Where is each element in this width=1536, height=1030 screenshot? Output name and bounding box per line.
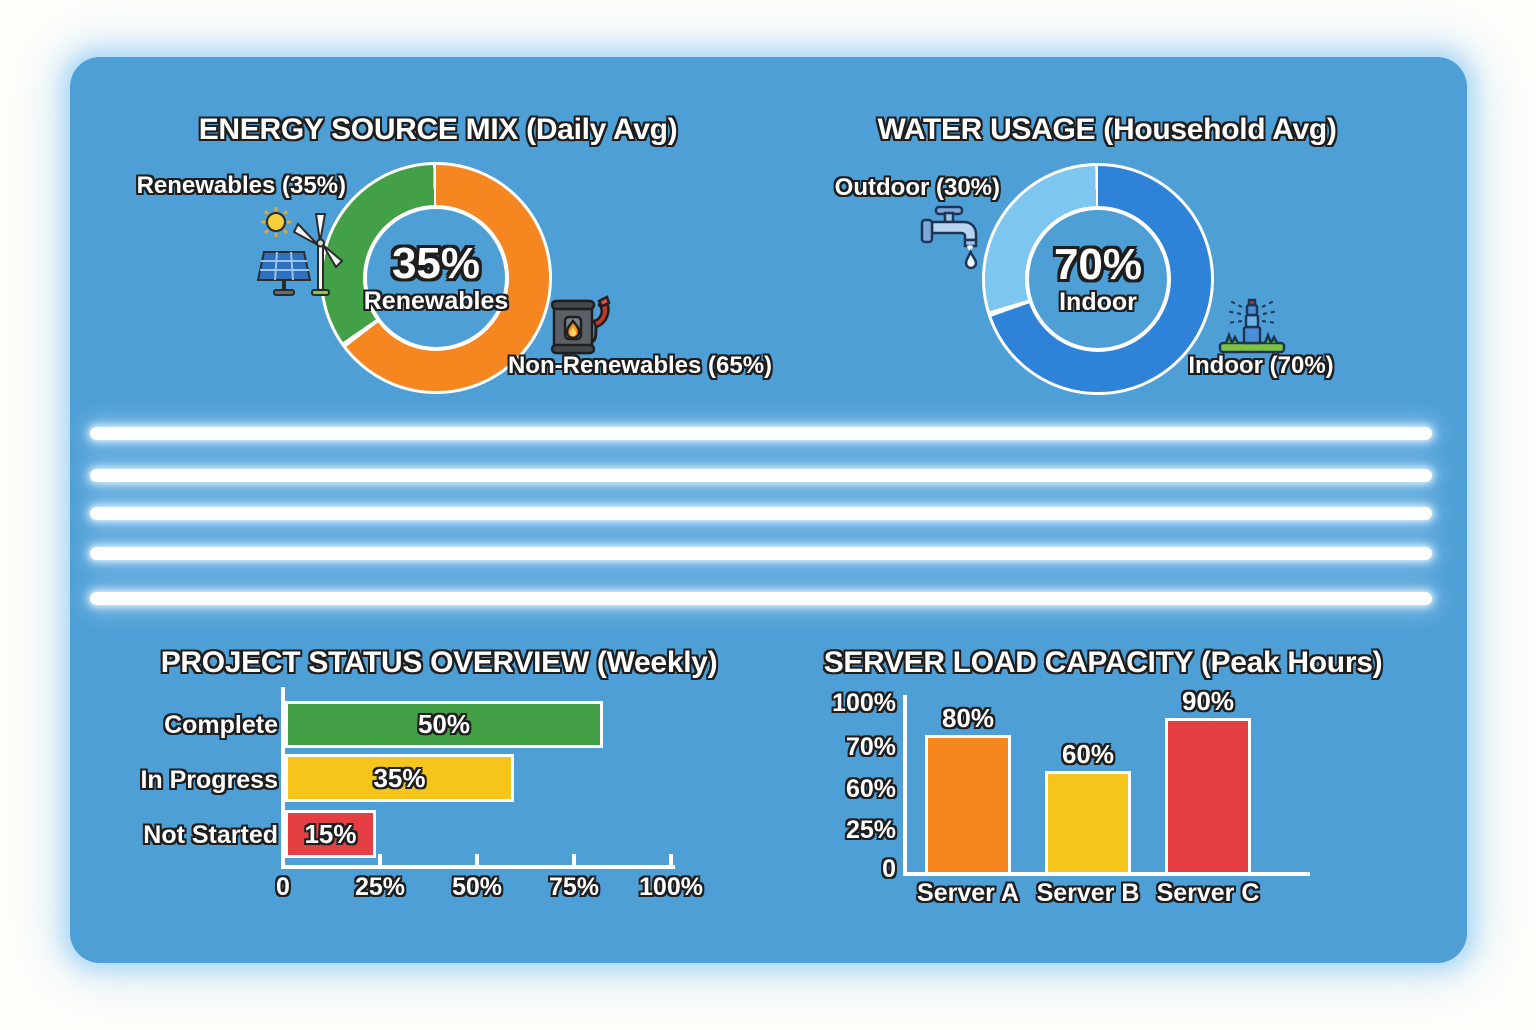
bar-in-progress-value: 35% [373, 762, 426, 793]
bar-server-c [1165, 718, 1251, 875]
energy-donut-chart: 35% Renewables [320, 162, 552, 394]
divider-line [90, 507, 1432, 520]
x-tick-label-75: 75% [548, 873, 600, 901]
divider-line [90, 592, 1432, 605]
y-tick-label-60: 60% [845, 775, 896, 803]
server-b-value: 60% [1061, 739, 1115, 769]
server-a-label: Server A [917, 879, 1019, 907]
x-axis-tick [378, 854, 382, 866]
water-center-value: 70% [1053, 239, 1143, 289]
x-tick-label-0: 0 [276, 873, 290, 901]
x-axis-tick [669, 854, 673, 866]
y-tick-label-100: 100% [832, 689, 896, 717]
water-donut-center: 70% Indoor [1025, 206, 1171, 352]
divider-line [90, 427, 1432, 440]
server-chart-title: SERVER LOAD CAPACITY (Peak Hours) [823, 646, 1383, 679]
renewables-slice-label: Renewables (35%) [136, 172, 346, 199]
x-tick-label-25: 25% [354, 873, 406, 901]
server-b-label: Server B [1036, 879, 1140, 907]
water-faucet-icon [918, 205, 982, 276]
energy-chart-title: ENERGY SOURCE MIX (Daily Avg) [198, 113, 678, 146]
indoor-slice-label: Indoor (70%) [1188, 352, 1334, 379]
y-tick-label-25: 25% [845, 816, 896, 844]
energy-donut-center: 35% Renewables [363, 205, 509, 351]
bar-not-started-value: 15% [304, 818, 357, 849]
oil-barrel-fuel-nozzle-icon [550, 293, 620, 364]
dashboard-panel: ENERGY SOURCE MIX (Daily Avg) 35% Renewa… [70, 57, 1467, 963]
bar-complete-value: 50% [417, 709, 471, 739]
bar-server-a [925, 735, 1011, 875]
server-a-value: 80% [941, 703, 995, 733]
server-c-value: 90% [1181, 686, 1235, 716]
water-center-label: Indoor [1059, 287, 1137, 316]
x-axis-tick [572, 854, 576, 866]
category-label-in-progress: In Progress [140, 766, 278, 794]
x-tick-label-50: 50% [451, 873, 503, 901]
water-donut-chart: 70% Indoor [982, 163, 1214, 395]
divider-line [90, 469, 1432, 482]
solar-panel-wind-turbine-icon [256, 206, 344, 303]
outdoor-slice-label: Outdoor (30%) [834, 174, 1000, 201]
bar-not-started: 15% [285, 810, 376, 858]
x-axis-tick [475, 854, 479, 866]
water-chart-title: WATER USAGE (Household Avg) [877, 113, 1337, 146]
server-c-label: Server C [1156, 879, 1260, 907]
x-tick-label-100: 100% [639, 873, 703, 901]
server-y-axis-line [903, 695, 907, 876]
project-x-axis-line [281, 865, 675, 869]
bar-in-progress: 35% [285, 754, 514, 802]
energy-center-label: Renewables [363, 286, 509, 315]
y-tick-label-70: 70% [845, 733, 896, 761]
bar-server-b [1045, 771, 1131, 875]
y-tick-label-0: 0 [882, 855, 896, 883]
lawn-sprinkler-icon [1218, 297, 1286, 360]
project-y-axis-line [281, 687, 285, 869]
category-label-not-started: Not Started [143, 821, 278, 849]
category-label-complete: Complete [164, 711, 278, 739]
divider-line [90, 547, 1432, 560]
energy-center-value: 35% [391, 238, 481, 288]
project-chart-title: PROJECT STATUS OVERVIEW (Weekly) [160, 646, 718, 679]
nonrenewables-slice-label: Non-Renewables (65%) [507, 352, 773, 379]
bar-complete: 50% [285, 701, 603, 748]
